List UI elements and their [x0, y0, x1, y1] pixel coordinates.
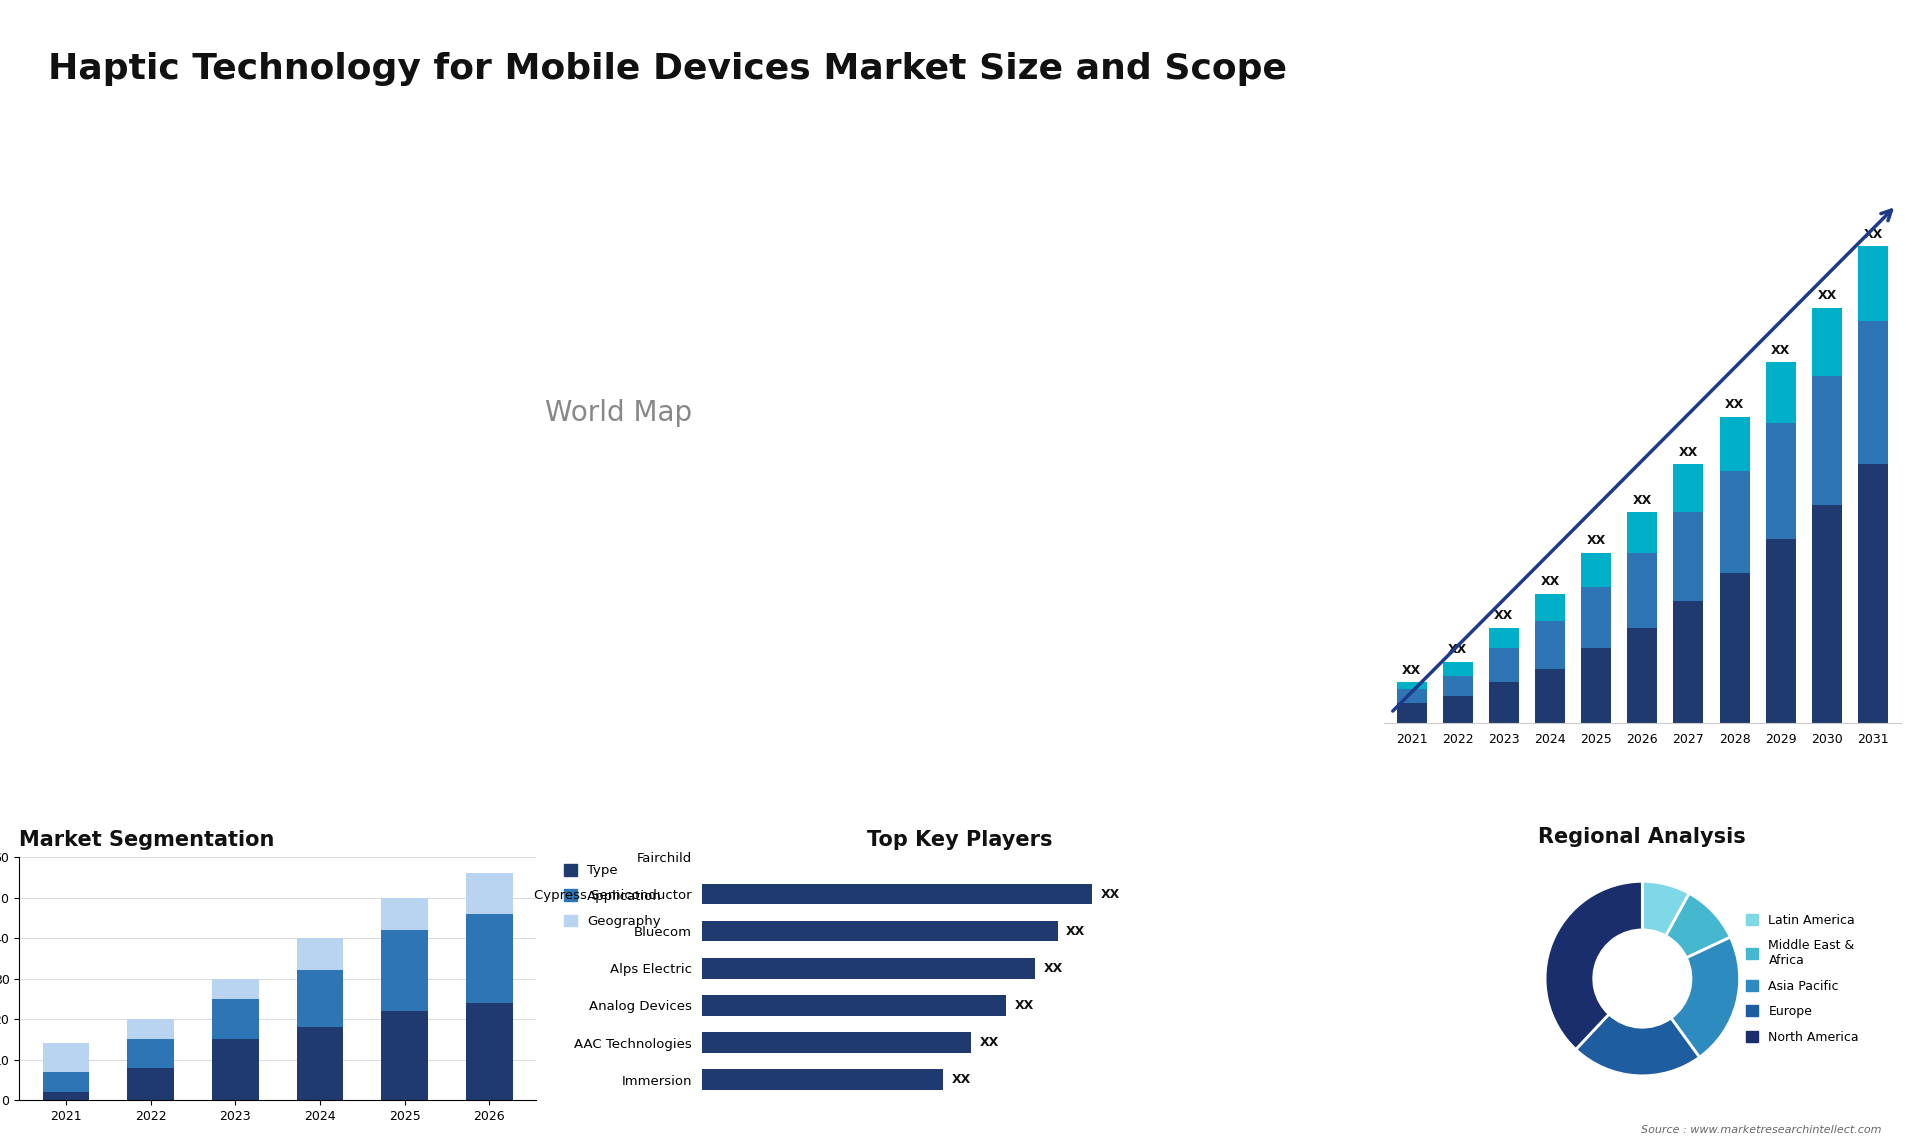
Text: XX: XX	[1043, 961, 1062, 975]
Bar	[1582, 649, 1611, 723]
Bar	[1812, 376, 1841, 505]
Text: XX: XX	[1586, 534, 1605, 548]
Bar	[1488, 628, 1519, 649]
Bar	[1582, 552, 1611, 587]
Wedge shape	[1546, 881, 1642, 1050]
Bar	[467, 873, 513, 913]
Bar	[1812, 505, 1841, 723]
Wedge shape	[1642, 881, 1690, 936]
Text: XX: XX	[1632, 494, 1651, 507]
Bar	[1628, 552, 1657, 628]
Bar	[42, 1072, 88, 1092]
Bar	[1442, 696, 1473, 723]
Bar	[701, 921, 1058, 941]
Title: Regional Analysis: Regional Analysis	[1538, 827, 1745, 847]
Bar	[298, 971, 344, 1027]
Bar	[1720, 417, 1749, 471]
Wedge shape	[1576, 1014, 1699, 1076]
Bar	[1766, 362, 1795, 423]
Bar	[1396, 702, 1427, 723]
Bar	[1534, 621, 1565, 669]
Bar	[127, 1039, 175, 1068]
Bar	[1396, 689, 1427, 702]
Bar	[701, 958, 1035, 979]
Bar	[701, 995, 1006, 1015]
Bar	[701, 884, 1092, 904]
Bar	[1442, 675, 1473, 696]
Bar	[1534, 669, 1565, 723]
Text: World Map: World Map	[545, 399, 693, 427]
Bar	[1859, 321, 1887, 464]
Bar	[1582, 587, 1611, 649]
Text: XX: XX	[1066, 925, 1085, 937]
Text: XX: XX	[1448, 643, 1467, 657]
Text: Haptic Technology for Mobile Devices Market Size and Scope: Haptic Technology for Mobile Devices Mar…	[48, 52, 1286, 86]
Bar	[382, 897, 428, 929]
Title: Top Key Players: Top Key Players	[868, 830, 1052, 850]
Bar	[1488, 649, 1519, 682]
Text: Market Segmentation: Market Segmentation	[19, 830, 275, 850]
Bar	[127, 1019, 175, 1039]
Bar	[211, 979, 259, 999]
Bar	[1859, 464, 1887, 723]
Bar	[298, 1027, 344, 1100]
Bar	[467, 1003, 513, 1100]
Text: XX: XX	[1770, 344, 1791, 356]
Text: XX: XX	[979, 1036, 998, 1049]
Bar	[1442, 662, 1473, 675]
Text: XX: XX	[952, 1073, 972, 1086]
Bar	[42, 1043, 88, 1072]
Text: XX: XX	[1864, 228, 1884, 241]
Bar	[211, 999, 259, 1039]
Legend: Latin America, Middle East &
Africa, Asia Pacific, Europe, North America: Latin America, Middle East & Africa, Asi…	[1741, 909, 1864, 1049]
Bar	[1488, 682, 1519, 723]
Text: XX: XX	[1402, 664, 1421, 677]
Text: XX: XX	[1818, 289, 1837, 303]
Text: XX: XX	[1724, 398, 1743, 411]
Bar	[1396, 682, 1427, 689]
Text: XX: XX	[1540, 575, 1559, 588]
Bar	[298, 939, 344, 971]
Bar	[1534, 594, 1565, 621]
Bar	[467, 913, 513, 1003]
Text: XX: XX	[1494, 610, 1513, 622]
Bar	[211, 1039, 259, 1100]
Bar	[42, 1092, 88, 1100]
Bar	[1720, 573, 1749, 723]
Wedge shape	[1670, 937, 1740, 1058]
Text: XX: XX	[1014, 999, 1033, 1012]
Bar	[127, 1068, 175, 1100]
Bar	[701, 1069, 943, 1090]
Text: Source : www.marketresearchintellect.com: Source : www.marketresearchintellect.com	[1642, 1124, 1882, 1135]
Bar	[1674, 464, 1703, 512]
Bar	[1674, 512, 1703, 601]
Bar	[382, 1011, 428, 1100]
Bar	[1859, 246, 1887, 321]
Bar	[1628, 512, 1657, 552]
Text: XX: XX	[1100, 888, 1119, 901]
Wedge shape	[1667, 894, 1730, 958]
Text: XX: XX	[1678, 446, 1697, 458]
Bar	[1812, 307, 1841, 376]
Bar	[701, 1033, 972, 1053]
Bar	[1766, 540, 1795, 723]
Legend: Type, Application, Geography: Type, Application, Geography	[559, 858, 668, 933]
Bar	[1674, 601, 1703, 723]
Bar	[1766, 423, 1795, 540]
Bar	[1720, 471, 1749, 573]
Bar	[1628, 628, 1657, 723]
Bar	[382, 929, 428, 1011]
